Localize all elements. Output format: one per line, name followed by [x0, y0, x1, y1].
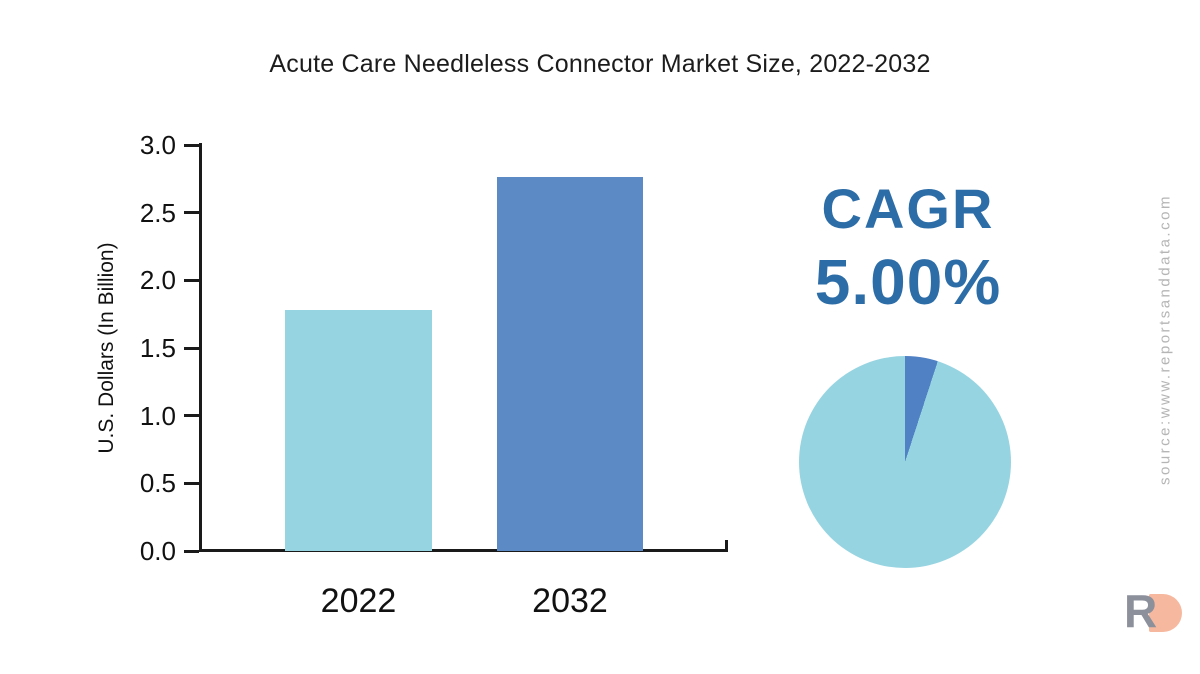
- source-attribution: source:www.reportsanddata.com: [1156, 194, 1174, 486]
- cagr-pie-chart: [799, 356, 1011, 568]
- y-tick-mark: [184, 481, 199, 485]
- y-tick-label: 1.0: [139, 400, 176, 431]
- bar-2032: [497, 177, 643, 551]
- y-axis-line: [199, 143, 202, 552]
- chart-title: Acute Care Needleless Connector Market S…: [269, 50, 931, 78]
- logo-d-shape: [1149, 594, 1182, 632]
- cagr-label: CAGR: [821, 177, 995, 240]
- logo-letter-r: R: [1124, 585, 1158, 637]
- y-tick-mark: [184, 143, 199, 147]
- y-tick-label: 3.0: [139, 130, 176, 160]
- y-tick-label: 2.5: [139, 197, 176, 228]
- x-tick-label: 2032: [532, 582, 608, 620]
- y-tick-mark: [184, 278, 199, 282]
- x-axis-line: [199, 549, 728, 552]
- x-axis-end-tick: [725, 540, 728, 550]
- cagr-value: 5.00%: [814, 246, 1002, 318]
- y-tick-mark: [184, 549, 199, 553]
- y-tick-label: 2.0: [139, 265, 176, 296]
- bar-2022: [285, 310, 432, 551]
- cagr-callout: CAGR 5.00%: [758, 180, 1058, 326]
- x-tick-label: 2022: [320, 582, 397, 620]
- y-tick-mark: [184, 414, 199, 418]
- y-tick-label: 1.5: [139, 333, 176, 363]
- y-tick-mark: [184, 346, 199, 350]
- y-tick-mark: [184, 211, 199, 215]
- reportsanddata-logo: R: [1124, 585, 1188, 637]
- y-tick-label: 0.5: [139, 468, 176, 499]
- y-tick-label: 0.0: [139, 536, 176, 566]
